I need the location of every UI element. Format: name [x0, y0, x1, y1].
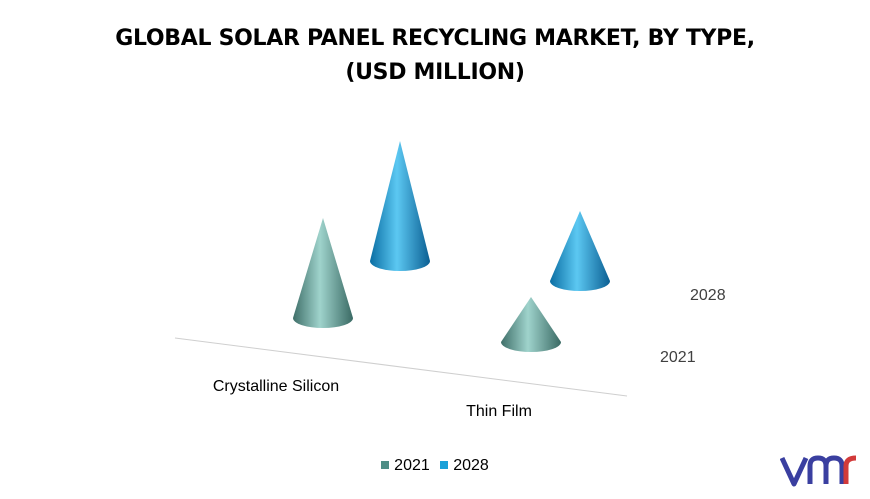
category-label-crystalline-silicon: Crystalline Silicon: [213, 378, 339, 395]
cone-crystalline-silicon-2021: [293, 218, 353, 328]
depth-axis-label-2021: 2021: [660, 349, 696, 366]
depth-axis-label-2028: 2028: [690, 287, 726, 304]
chart-title-line-2: (USD MILLION): [345, 60, 525, 85]
cone-crystalline-silicon-2028: [370, 141, 430, 271]
legend-label-2028: 2028: [453, 457, 489, 474]
cone-thin-film-2021: [501, 297, 561, 352]
vmr-logo-icon: [780, 455, 857, 487]
legend-swatch-2028: [440, 461, 449, 469]
legend: 2021 2028: [0, 457, 870, 475]
floor-front-edge: [174, 337, 628, 397]
chart-title: GLOBAL SOLAR PANEL RECYCLING MARKET, BY …: [0, 22, 870, 90]
category-label-thin-film: Thin Film: [466, 403, 532, 420]
legend-item-2028: 2028: [440, 457, 489, 475]
legend-item-2021: 2021: [381, 457, 430, 475]
legend-label-2021: 2021: [394, 457, 430, 474]
cone-thin-film-2028: [550, 211, 610, 291]
chart-title-line-1: GLOBAL SOLAR PANEL RECYCLING MARKET, BY …: [115, 26, 755, 51]
legend-swatch-2021: [381, 461, 390, 469]
